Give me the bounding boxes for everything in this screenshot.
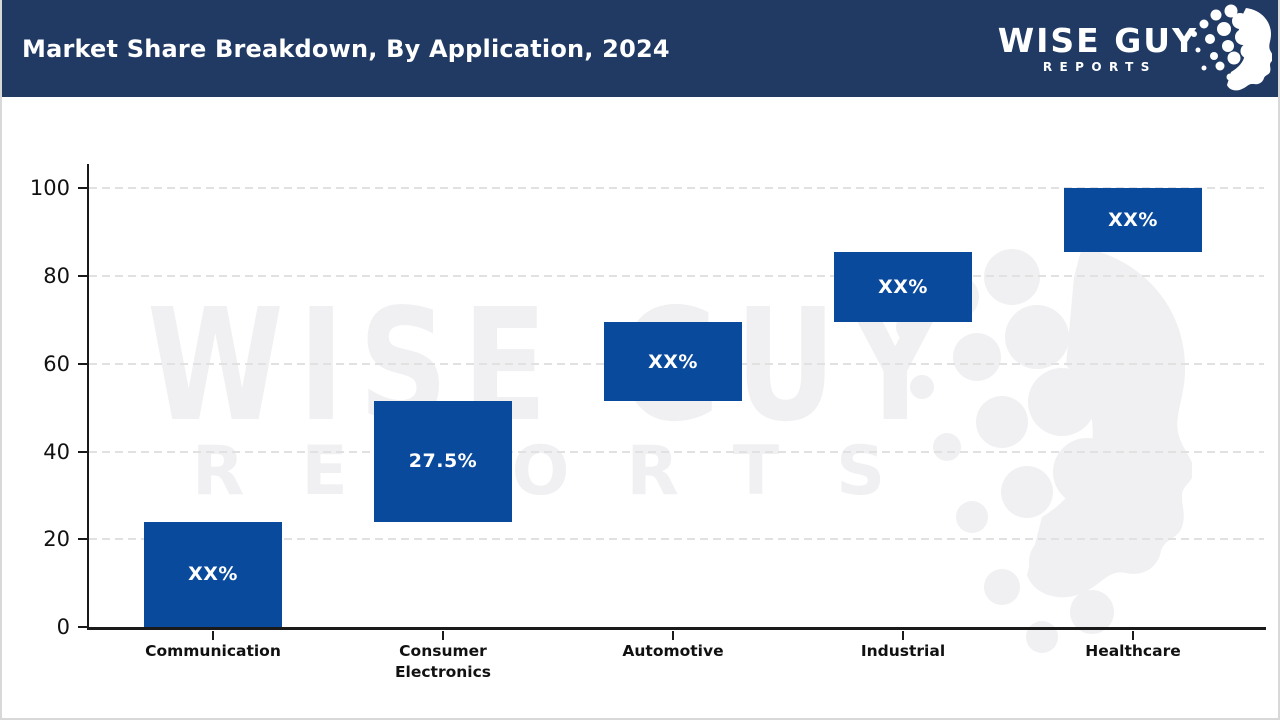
x-axis-line — [87, 627, 1266, 630]
plot-area: 0 20 40 60 80 100 XX% Communication 27.5% Consume… — [30, 164, 1266, 681]
bar-value-label-consumer-electronics: 27.5% — [408, 450, 478, 473]
x-axis-tick-communication — [212, 631, 214, 640]
y-axis-tick-label-60: 60 — [43, 351, 70, 376]
logo-wordmark: WISE GUY REPORTS — [998, 24, 1198, 73]
x-axis-label-healthcare: Healthcare — [1085, 642, 1181, 660]
bar-value-label-communication: XX% — [188, 563, 238, 586]
x-axis-label-communication: Communication — [145, 642, 281, 660]
y-axis-tick-20 — [78, 538, 87, 541]
bar-consumer-electronics: 27.5% — [374, 401, 512, 522]
y-axis-line — [87, 164, 89, 627]
bar-value-label-healthcare: XX% — [1108, 209, 1158, 232]
y-axis-tick-0 — [78, 626, 87, 628]
x-axis-tick-healthcare — [1132, 631, 1134, 640]
bar-value-label-automotive: XX% — [648, 350, 698, 373]
y-axis-tick-label-100: 100 — [29, 176, 70, 201]
gridline-20 — [89, 538, 1264, 541]
y-axis-tick-80 — [78, 275, 87, 277]
watermark-text-line1: WISE GUY — [147, 275, 955, 456]
logo-head-icon — [1191, 4, 1272, 90]
x-axis-tick-automotive — [672, 631, 674, 640]
page-title: Market Share Breakdown, By Application, … — [22, 34, 670, 63]
logo-wordmark-line1: WISE GUY — [997, 21, 1198, 60]
gridline-40 — [89, 450, 1264, 453]
bar-value-label-industrial: XX% — [878, 275, 928, 298]
logo-wordmark-line2: REPORTS — [1042, 60, 1157, 74]
y-axis-tick-60 — [78, 362, 87, 365]
y-axis-tick-label-0: 0 — [56, 615, 70, 639]
watermark-text-line2: REPORTS — [192, 432, 943, 511]
x-axis-label-automotive: Automotive — [622, 642, 724, 660]
y-axis-tick-40 — [78, 450, 87, 453]
y-axis-tick-label-20: 20 — [43, 527, 70, 552]
bar-industrial: XX% — [834, 251, 972, 323]
gridline-100 — [89, 187, 1264, 190]
chart-area: WISE GUY REPORTS 0 20 40 60 80 100 XX% Communic… — [2, 97, 1278, 716]
wiseguy-logo: WISE GUY REPORTS — [998, 4, 1272, 94]
x-axis-label-consumer-electronics: Consumer Electronics — [394, 642, 492, 681]
x-axis-tick-consumer-electronics — [442, 631, 444, 640]
x-axis-label-industrial: Industrial — [860, 642, 946, 660]
y-axis-tick-100 — [78, 187, 87, 190]
bar-communication: XX% — [144, 521, 282, 627]
x-axis-tick-industrial — [902, 631, 904, 640]
gridline-80 — [89, 275, 1264, 277]
bar-automotive: XX% — [604, 322, 742, 402]
y-axis-tick-label-80: 80 — [43, 264, 70, 288]
bar-healthcare: XX% — [1064, 188, 1202, 252]
header: Market Share Breakdown, By Application, … — [2, 0, 1278, 97]
y-axis-tick-label-40: 40 — [43, 439, 70, 464]
